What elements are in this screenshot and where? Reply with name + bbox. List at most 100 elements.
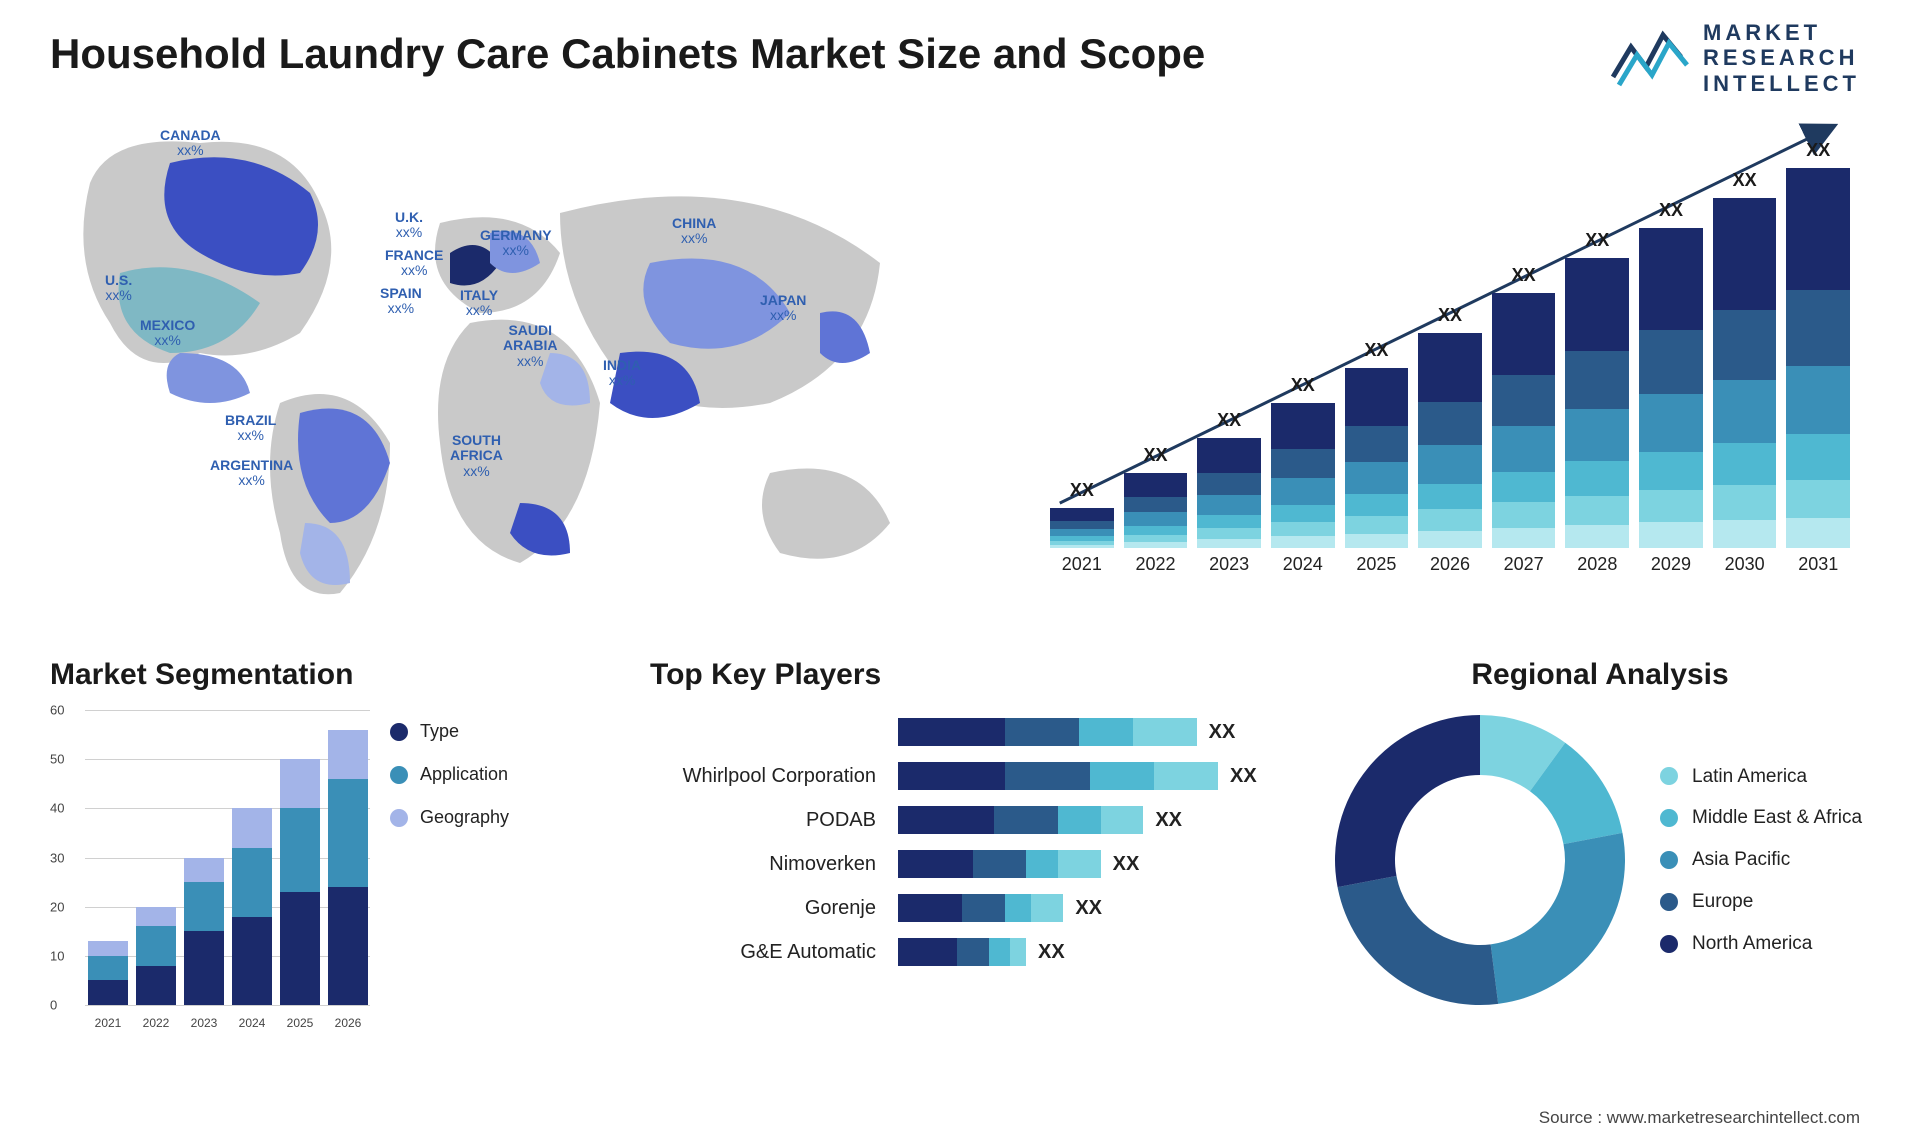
player-name: Nimoverken	[650, 842, 880, 886]
player-name: G&E Automatic	[650, 930, 880, 974]
map-label: ARGENTINAxx%	[210, 458, 293, 489]
player-bar-row: XX	[898, 798, 1290, 842]
players-chart: XX XX XX XX XX XX	[898, 710, 1290, 974]
legend-item: Asia Pacific	[1660, 839, 1862, 881]
segmentation-legend: TypeApplicationGeography	[390, 710, 509, 1030]
growth-bar: XX	[1713, 198, 1777, 548]
map-label: SOUTHAFRICAxx%	[450, 433, 503, 479]
segmentation-title: Market Segmentation	[50, 658, 610, 692]
player-value-label: XX	[1113, 853, 1140, 876]
growth-bar: XX	[1197, 438, 1261, 548]
map-label: CANADAxx%	[160, 128, 221, 159]
legend-item: Geography	[390, 796, 509, 839]
brand-logo: MARKET RESEARCH INTELLECT	[1611, 20, 1860, 96]
map-label: BRAZILxx%	[225, 413, 276, 444]
map-label: SPAINxx%	[380, 286, 422, 317]
year-label: 2024	[1271, 554, 1335, 575]
donut-slice	[1491, 833, 1625, 1004]
segmentation-bar	[136, 907, 176, 1005]
players-panel: Top Key Players Whirlpool CorporationPOD…	[650, 658, 1290, 1078]
growth-bar: XX	[1492, 293, 1556, 548]
player-value-label: XX	[1209, 721, 1236, 744]
logo-text-2: RESEARCH	[1703, 45, 1860, 70]
regional-title: Regional Analysis	[1330, 658, 1870, 692]
legend-item: Latin America	[1660, 756, 1862, 798]
y-axis-label: 40	[50, 801, 64, 816]
map-label: GERMANYxx%	[480, 228, 552, 259]
map-label: SAUDIARABIAxx%	[503, 323, 557, 369]
player-value-label: XX	[1038, 941, 1065, 964]
bar-value-label: XX	[1124, 445, 1188, 466]
year-label: 2031	[1786, 554, 1850, 575]
x-axis-label: 2025	[280, 1016, 320, 1030]
x-axis-label: 2023	[184, 1016, 224, 1030]
y-axis-label: 0	[50, 998, 57, 1013]
bar-value-label: XX	[1639, 200, 1703, 221]
segmentation-bar	[184, 858, 224, 1006]
year-label: 2030	[1713, 554, 1777, 575]
regional-panel: Regional Analysis Latin AmericaMiddle Ea…	[1330, 658, 1870, 1078]
player-value-label: XX	[1075, 897, 1102, 920]
growth-bar: XX	[1418, 333, 1482, 548]
growth-bar: XX	[1124, 473, 1188, 548]
player-name: PODAB	[650, 798, 880, 842]
year-label: 2025	[1345, 554, 1409, 575]
y-axis-label: 60	[50, 703, 64, 718]
y-axis-label: 20	[50, 899, 64, 914]
bar-value-label: XX	[1345, 340, 1409, 361]
y-axis-label: 50	[50, 752, 64, 767]
logo-text-1: MARKET	[1703, 20, 1860, 45]
growth-bar: XX	[1271, 403, 1335, 548]
player-value-label: XX	[1155, 809, 1182, 832]
bar-value-label: XX	[1713, 170, 1777, 191]
growth-bar: XX	[1639, 228, 1703, 548]
legend-item: Type	[390, 710, 509, 753]
segmentation-chart: 0102030405060202120222023202420252026	[50, 710, 370, 1030]
player-name: Gorenje	[650, 886, 880, 930]
x-axis-label: 2022	[136, 1016, 176, 1030]
bar-value-label: XX	[1565, 230, 1629, 251]
segmentation-bar	[328, 730, 368, 1005]
y-axis-label: 30	[50, 850, 64, 865]
bar-value-label: XX	[1197, 410, 1261, 431]
growth-bar: XX	[1565, 258, 1629, 548]
player-bar-row: XX	[898, 710, 1290, 754]
map-label: MEXICOxx%	[140, 318, 195, 349]
bar-value-label: XX	[1786, 140, 1850, 161]
map-label: CHINAxx%	[672, 216, 716, 247]
donut-slice	[1338, 876, 1499, 1005]
source-attribution: Source : www.marketresearchintellect.com	[1539, 1108, 1860, 1128]
page-title: Household Laundry Care Cabinets Market S…	[50, 30, 1870, 78]
map-label: FRANCExx%	[385, 248, 443, 279]
year-label: 2027	[1492, 554, 1556, 575]
map-label: INDIAxx%	[603, 358, 641, 389]
x-axis-label: 2021	[88, 1016, 128, 1030]
world-map-panel: CANADAxx% U.S.xx% MEXICOxx% BRAZILxx% ARGENT…	[50, 98, 970, 628]
bar-value-label: XX	[1492, 265, 1556, 286]
player-name	[650, 710, 880, 754]
growth-bar: XX	[1050, 508, 1114, 548]
player-bar-row: XX	[898, 754, 1290, 798]
bar-value-label: XX	[1271, 375, 1335, 396]
regional-donut-chart	[1330, 710, 1630, 1010]
regional-legend: Latin AmericaMiddle East & AfricaAsia Pa…	[1660, 756, 1862, 965]
player-name: Whirlpool Corporation	[650, 754, 880, 798]
logo-text-3: INTELLECT	[1703, 71, 1860, 96]
segmentation-bar	[232, 808, 272, 1005]
map-label: U.S.xx%	[105, 273, 132, 304]
growth-bar: XX	[1786, 168, 1850, 548]
donut-slice	[1335, 715, 1480, 887]
bar-value-label: XX	[1050, 480, 1114, 501]
year-label: 2022	[1124, 554, 1188, 575]
legend-item: Application	[390, 753, 509, 796]
growth-bar: XX	[1345, 368, 1409, 548]
legend-item: North America	[1660, 923, 1862, 965]
players-title: Top Key Players	[650, 658, 1290, 692]
year-label: 2026	[1418, 554, 1482, 575]
map-label: U.K.xx%	[395, 210, 423, 241]
player-value-label: XX	[1230, 765, 1257, 788]
year-label: 2021	[1050, 554, 1114, 575]
map-label: JAPANxx%	[760, 293, 806, 324]
x-axis-label: 2026	[328, 1016, 368, 1030]
map-label: ITALYxx%	[460, 288, 498, 319]
